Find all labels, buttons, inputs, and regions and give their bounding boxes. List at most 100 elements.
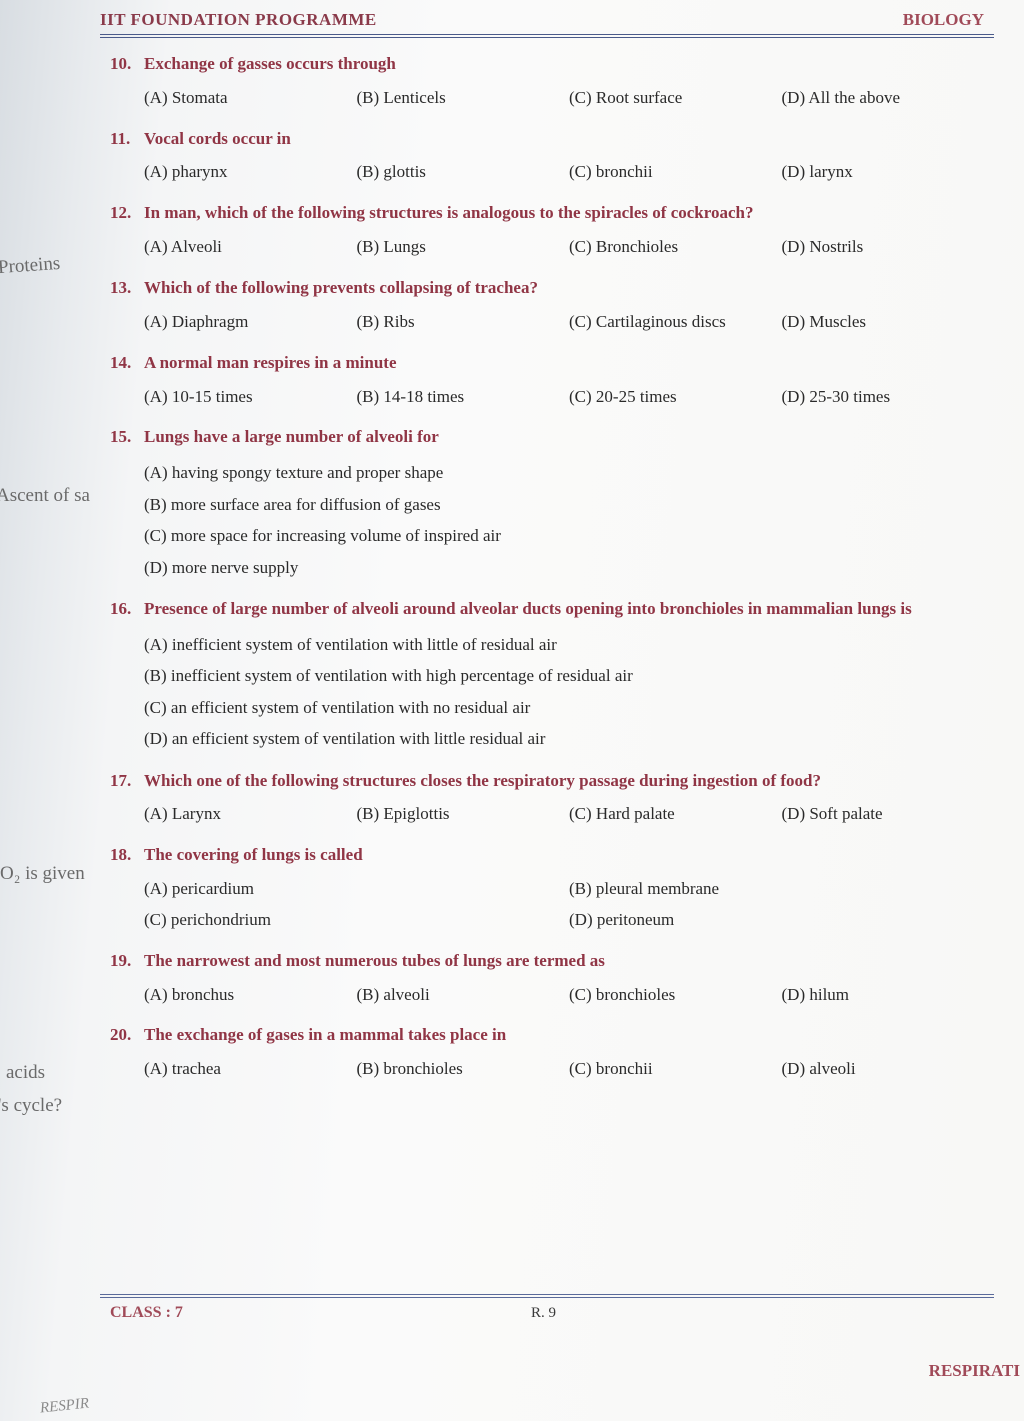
question: 20.The exchange of gases in a mammal tak… [100, 1023, 994, 1084]
option[interactable]: (D) peritoneum [569, 906, 994, 935]
header-subject: BIOLOGY [903, 10, 984, 30]
footer-row: CLASS : 7 R. 9 [100, 1304, 994, 1322]
option[interactable]: (C) Hard palate [569, 800, 782, 829]
option[interactable]: (B) bronchioles [357, 1055, 570, 1084]
option[interactable]: (B) Epiglottis [357, 800, 570, 829]
option[interactable]: (C) bronchii [569, 1055, 782, 1084]
question-head: 12.In man, which of the following struct… [110, 201, 994, 225]
options-row: (A) pericardium(B) pleural membrane [110, 875, 994, 904]
question-head: 10.Exchange of gasses occurs through [110, 52, 994, 76]
question-number: 16. [110, 599, 144, 619]
question-text: The covering of lungs is called [144, 843, 363, 867]
question-text: The narrowest and most numerous tubes of… [144, 949, 605, 973]
option[interactable]: (A) bronchus [144, 981, 357, 1010]
question-head: 16.Presence of large number of alveoli a… [110, 597, 994, 621]
question-text: In man, which of the following structure… [144, 201, 754, 225]
question-head: 15.Lungs have a large number of alveoli … [110, 425, 994, 449]
question: 13.Which of the following prevents colla… [100, 276, 994, 337]
question-text: Presence of large number of alveoli arou… [144, 597, 912, 621]
question-head: 11.Vocal cords occur in [110, 127, 994, 151]
question: 11.Vocal cords occur in (A) pharynx(B) gl… [100, 127, 994, 188]
option[interactable]: (A) Alveoli [144, 233, 357, 262]
margin-respir: RESPIR [39, 1395, 90, 1417]
option[interactable]: (B) Lenticels [357, 84, 570, 113]
option[interactable]: (B) 14-18 times [357, 383, 570, 412]
options-row: (C) perichondrium(D) peritoneum [110, 906, 994, 935]
question-number: 17. [110, 771, 144, 791]
header-program: IIT FOUNDATION PROGRAMME [100, 10, 377, 30]
option[interactable]: (B) pleural membrane [569, 875, 994, 904]
option[interactable]: (C) more space for increasing volume of … [144, 520, 994, 551]
question-number: 14. [110, 353, 144, 373]
option[interactable]: (B) glottis [357, 158, 570, 187]
options-column: (A) inefficient system of ventilation wi… [110, 629, 994, 755]
option[interactable]: (A) 10-15 times [144, 383, 357, 412]
option[interactable]: (A) pharynx [144, 158, 357, 187]
option[interactable]: (C) bronchioles [569, 981, 782, 1010]
footer-rule [100, 1294, 994, 1298]
option[interactable]: (A) Stomata [144, 84, 357, 113]
option[interactable]: (D) 25-30 times [782, 383, 995, 412]
option[interactable]: (C) Cartilaginous discs [569, 308, 782, 337]
header-row: IIT FOUNDATION PROGRAMME BIOLOGY [100, 10, 994, 34]
question-number: 11. [110, 129, 144, 149]
question-head: 20.The exchange of gases in a mammal tak… [110, 1023, 994, 1047]
option[interactable]: (C) 20-25 times [569, 383, 782, 412]
question: 16.Presence of large number of alveoli a… [100, 597, 994, 755]
option[interactable]: (B) Ribs [357, 308, 570, 337]
option[interactable]: (D) All the above [782, 84, 995, 113]
option[interactable]: (C) bronchii [569, 158, 782, 187]
margin-proteins: Proteins [0, 253, 61, 279]
question-number: 15. [110, 427, 144, 447]
option[interactable]: (C) perichondrium [144, 906, 569, 935]
options-row: (A) trachea(B) bronchioles(C) bronchii(D… [110, 1055, 994, 1084]
question: 19.The narrowest and most numerous tubes… [100, 949, 994, 1010]
options-row: (A) bronchus(B) alveoli(C) bronchioles(D… [110, 981, 994, 1010]
question-number: 20. [110, 1025, 144, 1045]
option[interactable]: (B) more surface area for diffusion of g… [144, 489, 994, 520]
questions-list: 10.Exchange of gasses occurs through (A) … [100, 52, 994, 1084]
question-text: Exchange of gasses occurs through [144, 52, 396, 76]
question: 12.In man, which of the following struct… [100, 201, 994, 262]
option[interactable]: (C) Bronchioles [569, 233, 782, 262]
option[interactable]: (A) inefficient system of ventilation wi… [144, 629, 994, 660]
option[interactable]: (D) Muscles [782, 308, 995, 337]
option[interactable]: (A) pericardium [144, 875, 569, 904]
question-head: 14.A normal man respires in a minute [110, 351, 994, 375]
option[interactable]: (B) alveoli [357, 981, 570, 1010]
option[interactable]: (A) having spongy texture and proper sha… [144, 457, 994, 488]
option[interactable]: (A) trachea [144, 1055, 357, 1084]
option[interactable]: (D) Nostrils [782, 233, 995, 262]
question-text: Lungs have a large number of alveoli for [144, 425, 439, 449]
question: 10.Exchange of gasses occurs through (A) … [100, 52, 994, 113]
question-head: 13.Which of the following prevents colla… [110, 276, 994, 300]
question-number: 10. [110, 54, 144, 74]
question-head: 19.The narrowest and most numerous tubes… [110, 949, 994, 973]
option[interactable]: (C) Root surface [569, 84, 782, 113]
options-row: (A) Larynx(B) Epiglottis(C) Hard palate(… [110, 800, 994, 829]
option[interactable]: (D) hilum [782, 981, 995, 1010]
option[interactable]: (D) an efficient system of ventilation w… [144, 723, 994, 754]
margin-acids: acids [6, 1062, 45, 1084]
options-row: (A) Stomata(B) Lenticels(C) Root surface… [110, 84, 994, 113]
question-number: 19. [110, 951, 144, 971]
option[interactable]: (D) alveoli [782, 1055, 995, 1084]
question-text: Which one of the following structures cl… [144, 769, 821, 793]
option[interactable]: (B) inefficient system of ventilation wi… [144, 660, 994, 691]
header-rule [100, 34, 994, 38]
option[interactable]: (D) larynx [782, 158, 995, 187]
option[interactable]: (D) Soft palate [782, 800, 995, 829]
question-text: Vocal cords occur in [144, 127, 291, 151]
option[interactable]: (A) Larynx [144, 800, 357, 829]
question-number: 18. [110, 845, 144, 865]
option[interactable]: (B) Lungs [357, 233, 570, 262]
options-row: (A) 10-15 times(B) 14-18 times(C) 20-25 … [110, 383, 994, 412]
question-head: 17.Which one of the following structures… [110, 769, 994, 793]
option[interactable]: (C) an efficient system of ventilation w… [144, 692, 994, 723]
option[interactable]: (D) more nerve supply [144, 552, 994, 583]
margin-o2: O₂ is given [0, 863, 85, 885]
option[interactable]: (A) Diaphragm [144, 308, 357, 337]
question-number: 13. [110, 278, 144, 298]
footer-class: CLASS : 7 [110, 1304, 183, 1322]
options-column: (A) having spongy texture and proper sha… [110, 457, 994, 583]
